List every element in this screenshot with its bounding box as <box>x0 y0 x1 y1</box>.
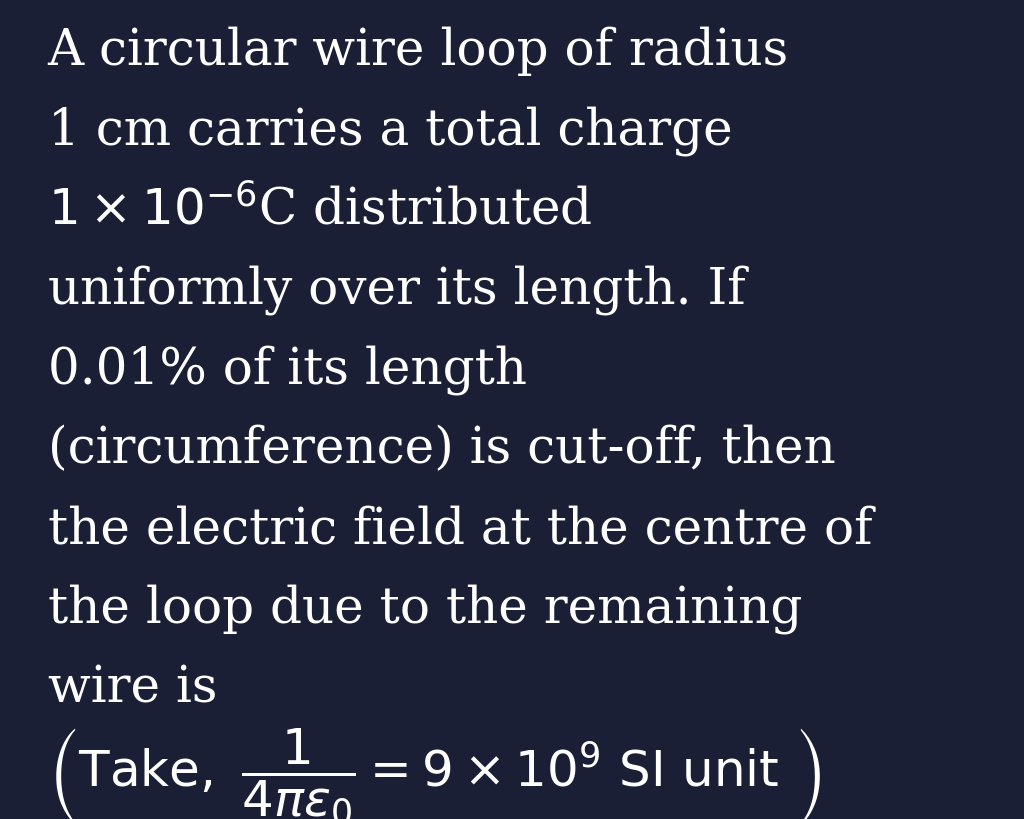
Text: (circumference) is cut-off, then: (circumference) is cut-off, then <box>48 424 836 474</box>
Text: the electric field at the centre of: the electric field at the centre of <box>48 505 872 554</box>
Text: A circular wire loop of radius: A circular wire loop of radius <box>48 26 788 75</box>
Text: wire is: wire is <box>48 663 217 713</box>
Text: $\left( \mathrm{Take},\ \dfrac{1}{4\pi\varepsilon_0} = 9 \times 10^9\ \mathrm{SI: $\left( \mathrm{Take},\ \dfrac{1}{4\pi\v… <box>48 725 821 819</box>
Text: $1 \times 10^{-6}$C distributed: $1 \times 10^{-6}$C distributed <box>48 185 592 235</box>
Text: the loop due to the remaining: the loop due to the remaining <box>48 584 802 634</box>
Text: 0.01% of its length: 0.01% of its length <box>48 345 526 395</box>
Text: uniformly over its length. If: uniformly over its length. If <box>48 265 745 314</box>
Text: 1 cm carries a total charge: 1 cm carries a total charge <box>48 106 732 156</box>
